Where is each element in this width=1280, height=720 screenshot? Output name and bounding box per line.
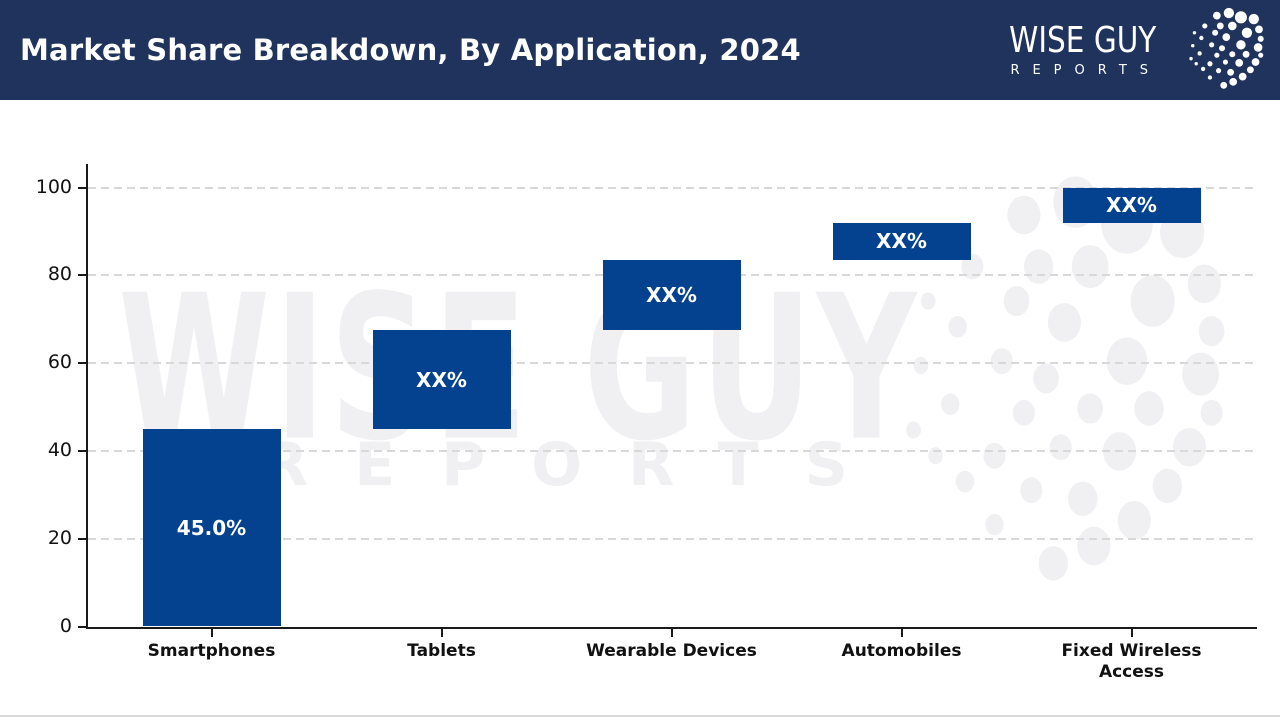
x-tick-automobiles xyxy=(900,626,903,637)
wise-guy-logo: WISE GUY REPORTS xyxy=(993,7,1271,93)
gridline-20 xyxy=(88,537,1256,540)
x-axis-line xyxy=(86,626,1257,629)
logo-reports-text: REPORTS xyxy=(1010,63,1162,78)
bar-value-label-smartphones: 45.0% xyxy=(176,515,247,540)
bar-value-label-tablets: XX% xyxy=(416,367,467,392)
y-tick-label-40: 40 xyxy=(47,438,72,461)
y-tick-label-100: 100 xyxy=(35,175,72,198)
y-tick-40 xyxy=(78,449,88,452)
y-tick-0 xyxy=(78,625,88,628)
y-tick-80 xyxy=(78,274,88,277)
x-tick-wearable-devices xyxy=(670,626,673,637)
logo-text: WISE GUY REPORTS xyxy=(993,20,1173,78)
x-label-automobiles: Automobiles xyxy=(841,640,962,661)
logo-wiseguy-text: WISE GUY xyxy=(1008,20,1156,61)
gridline-40 xyxy=(88,449,1256,452)
bar-value-label-fixed-wireless-access: XX% xyxy=(1106,193,1157,218)
y-tick-label-80: 80 xyxy=(47,263,72,286)
y-tick-label-60: 60 xyxy=(47,351,72,374)
x-label-tablets: Tablets xyxy=(407,640,476,661)
gridline-60 xyxy=(88,362,1256,365)
y-tick-label-20: 20 xyxy=(47,526,72,549)
y-tick-label-0: 0 xyxy=(59,614,72,637)
bar-fixed-wireless-access: XX% xyxy=(1062,187,1201,223)
bar-wearable-devices: XX% xyxy=(602,259,741,331)
logo-head-icon xyxy=(1189,7,1264,89)
x-label-smartphones: Smartphones xyxy=(147,640,276,661)
x-label-wearable-devices: Wearable Devices xyxy=(586,640,757,661)
x-tick-smartphones xyxy=(210,626,213,637)
bottom-divider xyxy=(0,715,1280,717)
bar-value-label-wearable-devices: XX% xyxy=(646,283,697,308)
chart-title: Market Share Breakdown, By Application, … xyxy=(20,33,801,67)
y-tick-60 xyxy=(78,362,88,365)
bar-smartphones: 45.0% xyxy=(142,428,281,627)
x-label-fixed-wireless-access: Fixed Wireless Access xyxy=(1061,640,1202,682)
bar-tablets: XX% xyxy=(372,330,511,429)
x-tick-tablets xyxy=(440,626,443,637)
y-tick-20 xyxy=(78,537,88,540)
gridline-100 xyxy=(88,186,1256,189)
y-tick-100 xyxy=(78,186,88,189)
watermark-reports-text: REPORTS xyxy=(262,430,894,500)
y-axis-line xyxy=(86,164,88,629)
bar-automobiles: XX% xyxy=(832,222,971,260)
x-tick-fixed-wireless-access xyxy=(1130,626,1133,637)
header-bar: Market Share Breakdown, By Application, … xyxy=(0,0,1280,100)
bar-value-label-automobiles: XX% xyxy=(876,229,927,254)
